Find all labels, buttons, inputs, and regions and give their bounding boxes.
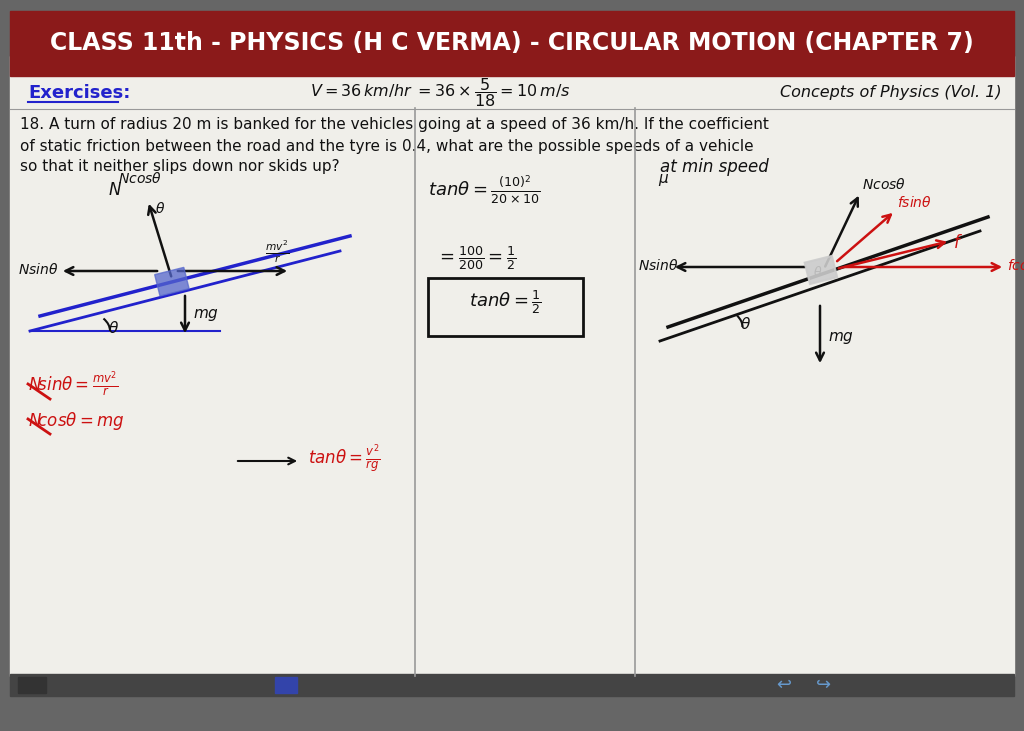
Bar bbox=[10, 11, 1014, 76]
Text: ↩: ↩ bbox=[776, 676, 792, 694]
Text: $Nsin\theta$: $Nsin\theta$ bbox=[18, 262, 58, 277]
Text: $= \frac{100}{200} = \frac{1}{2}$: $= \frac{100}{200} = \frac{1}{2}$ bbox=[436, 244, 516, 272]
Bar bbox=[275, 677, 297, 693]
Text: $N$: $N$ bbox=[108, 181, 122, 199]
Bar bbox=[10, 674, 1014, 696]
Text: $tan\theta = \frac{1}{2}$: $tan\theta = \frac{1}{2}$ bbox=[469, 288, 542, 316]
Text: $Ncos\theta$: $Ncos\theta$ bbox=[118, 171, 162, 186]
Text: at min speed: at min speed bbox=[660, 158, 769, 176]
Text: $\theta$: $\theta$ bbox=[155, 201, 165, 216]
Text: $\theta$: $\theta$ bbox=[740, 316, 751, 332]
Text: $Ncos\theta$: $Ncos\theta$ bbox=[862, 177, 906, 192]
Text: Exercises:: Exercises: bbox=[28, 84, 130, 102]
Text: ↪: ↪ bbox=[816, 676, 831, 694]
Text: $N\!cos\theta = mg$: $N\!cos\theta = mg$ bbox=[28, 410, 124, 432]
Text: $Nsin\theta$: $Nsin\theta$ bbox=[638, 258, 679, 273]
Bar bbox=[10, 56, 1014, 676]
Text: $fsin\theta$: $fsin\theta$ bbox=[897, 195, 932, 210]
Text: $\theta$: $\theta$ bbox=[108, 320, 119, 336]
Text: $\mu$: $\mu$ bbox=[658, 172, 670, 188]
Text: $V = 36\,km/hr\; = 36 \times \dfrac{5}{18} = 10\,m/s$: $V = 36\,km/hr\; = 36 \times \dfrac{5}{1… bbox=[310, 77, 570, 110]
Text: CLASS 11th - PHYSICS (H C VERMA) - CIRCULAR MOTION (CHAPTER 7): CLASS 11th - PHYSICS (H C VERMA) - CIRCU… bbox=[50, 31, 974, 55]
Bar bbox=[155, 268, 189, 296]
Text: $N\!sin\theta = \frac{mv^2}{r}$: $N\!sin\theta = \frac{mv^2}{r}$ bbox=[28, 370, 119, 399]
Text: $\frac{mv^2}{r}$: $\frac{mv^2}{r}$ bbox=[265, 239, 290, 265]
Text: Concepts of Physics (Vol. 1): Concepts of Physics (Vol. 1) bbox=[780, 86, 1001, 100]
Text: so that it neither slips down nor skids up?: so that it neither slips down nor skids … bbox=[20, 159, 340, 175]
Text: $mg$: $mg$ bbox=[828, 330, 854, 346]
Text: $mg$: $mg$ bbox=[193, 307, 219, 323]
Text: $tan\theta = \frac{(10)^2}{20 \times 10}$: $tan\theta = \frac{(10)^2}{20 \times 10}… bbox=[428, 173, 540, 205]
Text: 18. A turn of radius 20 m is banked for the vehicles going at a speed of 36 km/h: 18. A turn of radius 20 m is banked for … bbox=[20, 118, 769, 132]
Bar bbox=[805, 256, 838, 284]
Text: $tan\theta = \frac{v^2}{rg}$: $tan\theta = \frac{v^2}{rg}$ bbox=[308, 442, 381, 475]
Text: $fcos\theta$: $fcos\theta$ bbox=[1007, 258, 1024, 273]
Text: $\theta$: $\theta$ bbox=[813, 265, 822, 279]
Text: $f$: $f$ bbox=[953, 234, 963, 252]
Text: of static friction between the road and the tyre is 0.4, what are the possible s: of static friction between the road and … bbox=[20, 138, 754, 154]
Bar bbox=[428, 278, 583, 336]
Bar bbox=[18, 677, 46, 693]
